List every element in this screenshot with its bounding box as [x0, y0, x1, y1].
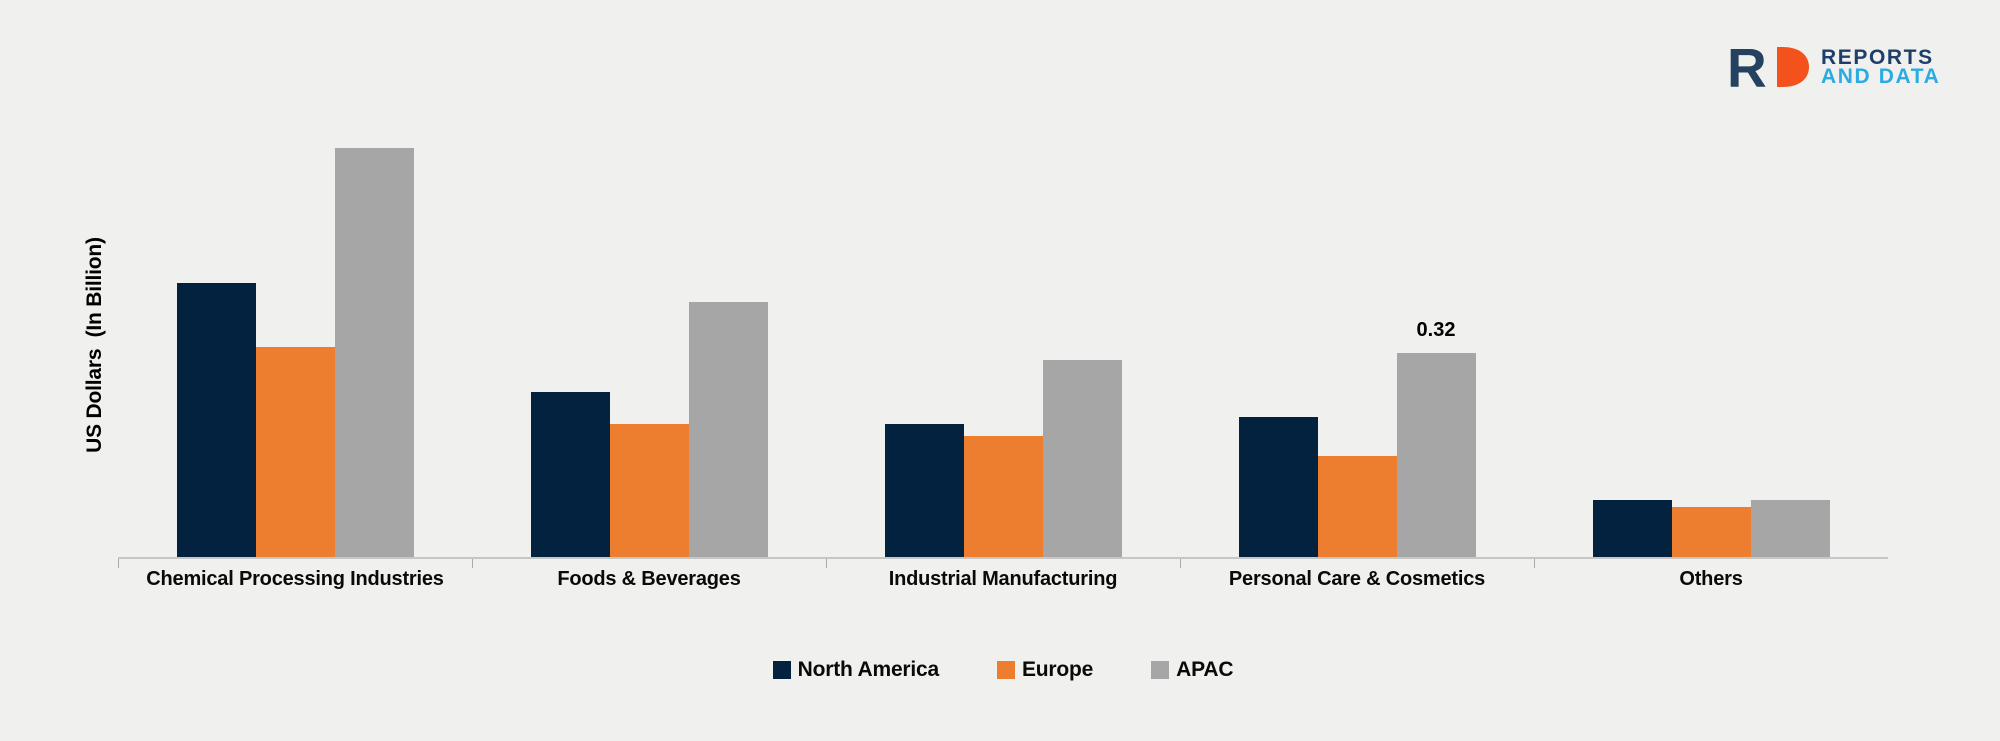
- bar-north-america: [884, 424, 964, 558]
- legend-label: APAC: [1176, 658, 1234, 681]
- brand-wordmark: REPORTS AND DATA: [1821, 46, 1941, 88]
- bar-apac: [1750, 500, 1830, 558]
- axis-tick: [1180, 559, 1181, 568]
- bar-europe: [1671, 507, 1751, 558]
- brand-name-line2: AND DATA: [1821, 65, 1941, 88]
- bar-group: [118, 0, 472, 558]
- bar-apac: [1042, 360, 1122, 558]
- legend-item-north-america: North America: [772, 658, 940, 682]
- category-label: Personal Care & Cosmetics: [1228, 568, 1486, 590]
- bar-group: [826, 0, 1180, 558]
- category-label: Chemical Processing Industries: [146, 568, 444, 590]
- legend-swatch-icon: [997, 661, 1015, 679]
- legend-label: North America: [797, 658, 940, 681]
- legend-item-europe: Europe: [997, 658, 1093, 682]
- bar-apac: 0.32: [1396, 319, 1476, 558]
- axis-tick: [1534, 559, 1535, 568]
- bar-north-america: [176, 283, 256, 558]
- axis-tick: [826, 559, 827, 568]
- legend-swatch-icon: [772, 661, 791, 679]
- svg-text:R: R: [1730, 46, 1767, 88]
- category-axis: Chemical Processing Industries Foods & Be…: [118, 568, 1888, 591]
- bar-north-america: [1238, 417, 1318, 558]
- bar-group: [472, 0, 826, 558]
- category-label: Others: [1679, 568, 1743, 590]
- bar-europe: [609, 424, 689, 558]
- bar-group: [1534, 0, 1888, 558]
- brand-name-line1: REPORTS: [1821, 46, 1934, 69]
- axis-tick: [472, 559, 473, 568]
- x-axis-line: [118, 557, 1888, 559]
- reports-and-data-logo-icon: R: [1730, 46, 1809, 88]
- bar-apac: [688, 302, 768, 558]
- legend-swatch-icon: [1151, 661, 1170, 679]
- legend-item-apac: APAC: [1151, 658, 1234, 682]
- bar-europe: [963, 436, 1043, 558]
- bar-apac: [334, 148, 414, 558]
- category-label: Industrial Manufacturing: [888, 568, 1118, 590]
- y-axis-label: US Dollars (In Billion): [83, 237, 106, 453]
- bar-north-america: [530, 392, 610, 558]
- bar-europe: [1317, 456, 1397, 558]
- plot-area: 0.32: [118, 0, 1888, 558]
- bar-europe: [255, 347, 335, 558]
- bar-group: 0.32: [1180, 0, 1534, 558]
- bar-north-america: [1592, 500, 1672, 558]
- axis-tick: [118, 559, 119, 568]
- legend-label: Europe: [1022, 658, 1094, 681]
- category-label: Foods & Beverages: [557, 568, 741, 590]
- legend: North America Europe APAC: [118, 658, 1888, 682]
- data-label: 0.32: [1416, 319, 1456, 341]
- brand-logo: R REPORTS AND DATA: [1730, 46, 1940, 88]
